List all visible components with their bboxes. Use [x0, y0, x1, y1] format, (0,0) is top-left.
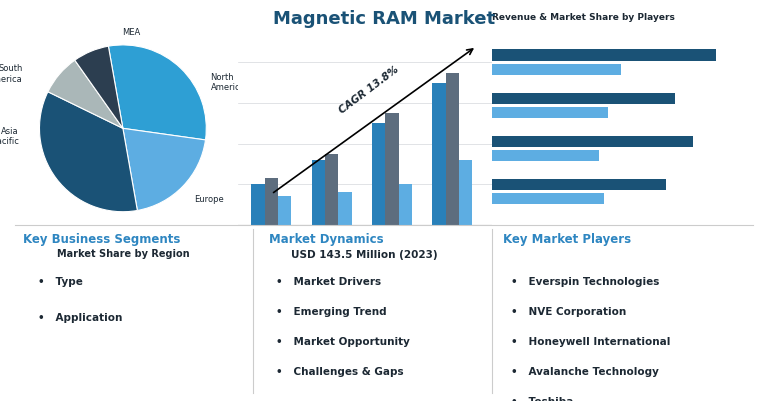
Text: •   Market Drivers: • Market Drivers: [276, 277, 382, 287]
Bar: [386, 113, 399, 225]
Bar: [265, 178, 278, 225]
Bar: [459, 160, 472, 225]
Text: •   Honeywell International: • Honeywell International: [511, 337, 670, 347]
Text: •   Type: • Type: [38, 277, 83, 287]
Bar: [278, 196, 291, 225]
Bar: [251, 184, 265, 225]
Text: MEA: MEA: [122, 28, 141, 37]
Text: Magnetic RAM Market: Magnetic RAM Market: [273, 10, 495, 28]
Text: North
America: North America: [210, 73, 245, 92]
Wedge shape: [123, 128, 206, 211]
Bar: [492, 93, 675, 104]
Bar: [492, 193, 604, 204]
Wedge shape: [39, 92, 137, 212]
Bar: [445, 73, 459, 225]
Text: CAGR 13.8%: CAGR 13.8%: [338, 64, 401, 115]
Text: Revenue & Market Share by Players: Revenue & Market Share by Players: [492, 13, 674, 22]
Text: Europe: Europe: [194, 195, 223, 204]
Text: Key Market Players: Key Market Players: [503, 233, 631, 245]
Text: Asia
Pacific: Asia Pacific: [0, 127, 18, 146]
Bar: [492, 107, 608, 118]
Bar: [492, 150, 599, 161]
Text: Key Business Segments: Key Business Segments: [23, 233, 180, 245]
Text: South
America: South America: [0, 65, 23, 84]
Bar: [492, 136, 693, 147]
Bar: [372, 123, 386, 225]
Bar: [325, 154, 338, 225]
Text: •   Market Opportunity: • Market Opportunity: [276, 337, 410, 347]
Bar: [338, 192, 352, 225]
Text: •   NVE Corporation: • NVE Corporation: [511, 307, 626, 317]
Text: Market Share by Region: Market Share by Region: [57, 249, 189, 259]
Text: •   Challenges & Gaps: • Challenges & Gaps: [276, 367, 404, 377]
Text: USD 143.5 Million (2023): USD 143.5 Million (2023): [292, 249, 438, 259]
Bar: [432, 83, 445, 225]
Bar: [399, 184, 412, 225]
Text: •   Avalanche Technology: • Avalanche Technology: [511, 367, 659, 377]
Bar: [492, 179, 666, 190]
Wedge shape: [74, 46, 123, 128]
Wedge shape: [108, 45, 207, 140]
Text: •   Emerging Trend: • Emerging Trend: [276, 307, 387, 317]
Text: •   Everspin Technologies: • Everspin Technologies: [511, 277, 659, 287]
Wedge shape: [48, 60, 123, 128]
Text: Market Dynamics: Market Dynamics: [269, 233, 383, 245]
Text: •   Toshiba: • Toshiba: [511, 397, 573, 401]
Bar: [492, 64, 621, 75]
Text: •   Application: • Application: [38, 313, 123, 323]
Bar: [312, 160, 325, 225]
Bar: [492, 49, 716, 61]
